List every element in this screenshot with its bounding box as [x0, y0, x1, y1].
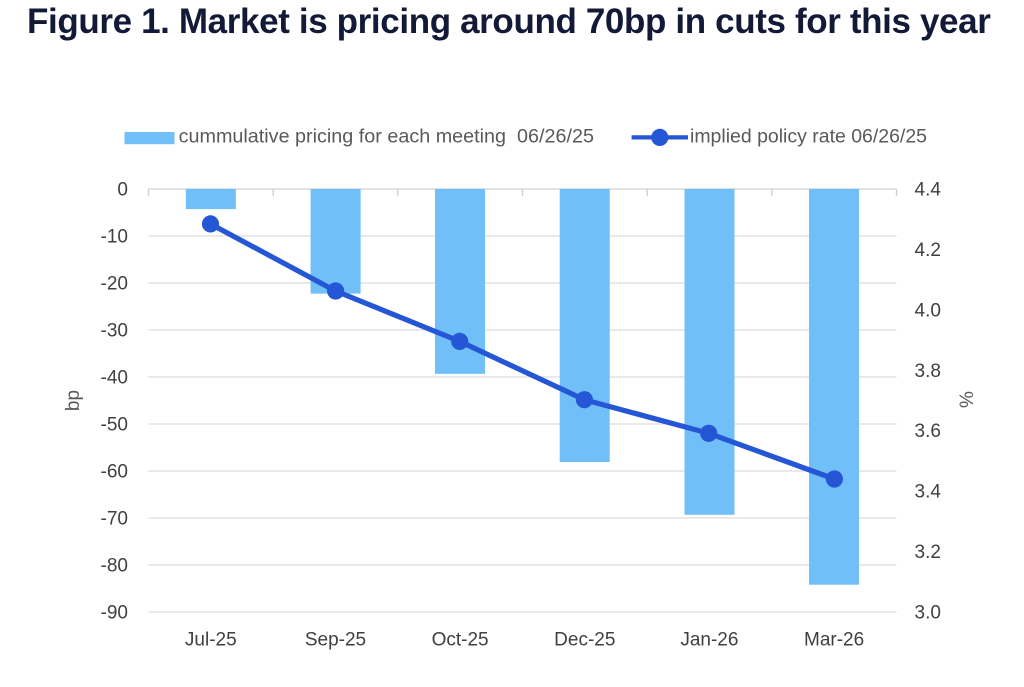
svg-text:-30: -30: [101, 321, 128, 342]
svg-text:0: 0: [117, 180, 128, 201]
svg-text:Oct-25: Oct-25: [432, 630, 489, 651]
svg-text:Jan-26: Jan-26: [680, 630, 738, 651]
svg-text:-40: -40: [101, 368, 128, 389]
svg-text:-90: -90: [101, 603, 128, 624]
svg-text:-20: -20: [101, 274, 128, 295]
svg-text:Dec-25: Dec-25: [554, 630, 615, 651]
svg-text:Sep-25: Sep-25: [305, 630, 366, 651]
svg-text:4.0: 4.0: [915, 300, 941, 321]
svg-text:%: %: [955, 391, 976, 408]
svg-text:-60: -60: [101, 462, 128, 483]
svg-text:3.4: 3.4: [915, 482, 942, 503]
svg-text:Jul-25: Jul-25: [185, 630, 237, 651]
svg-text:-80: -80: [101, 556, 128, 577]
svg-text:3.2: 3.2: [915, 542, 941, 563]
svg-text:3.6: 3.6: [915, 421, 941, 442]
svg-text:4.2: 4.2: [915, 240, 941, 261]
svg-text:Mar-26: Mar-26: [804, 630, 864, 651]
svg-text:-10: -10: [101, 227, 128, 248]
svg-text:bp: bp: [63, 390, 84, 411]
svg-text:-70: -70: [101, 509, 128, 530]
svg-text:3.8: 3.8: [915, 361, 941, 382]
svg-text:cummulative pricing for each m: cummulative pricing for each meeting 06/…: [179, 127, 594, 148]
svg-text:-50: -50: [101, 415, 128, 436]
svg-text:4.4: 4.4: [915, 180, 942, 201]
svg-text:implied policy rate 06/26/25: implied policy rate 06/26/25: [690, 127, 927, 148]
svg-text:3.0: 3.0: [915, 603, 941, 624]
